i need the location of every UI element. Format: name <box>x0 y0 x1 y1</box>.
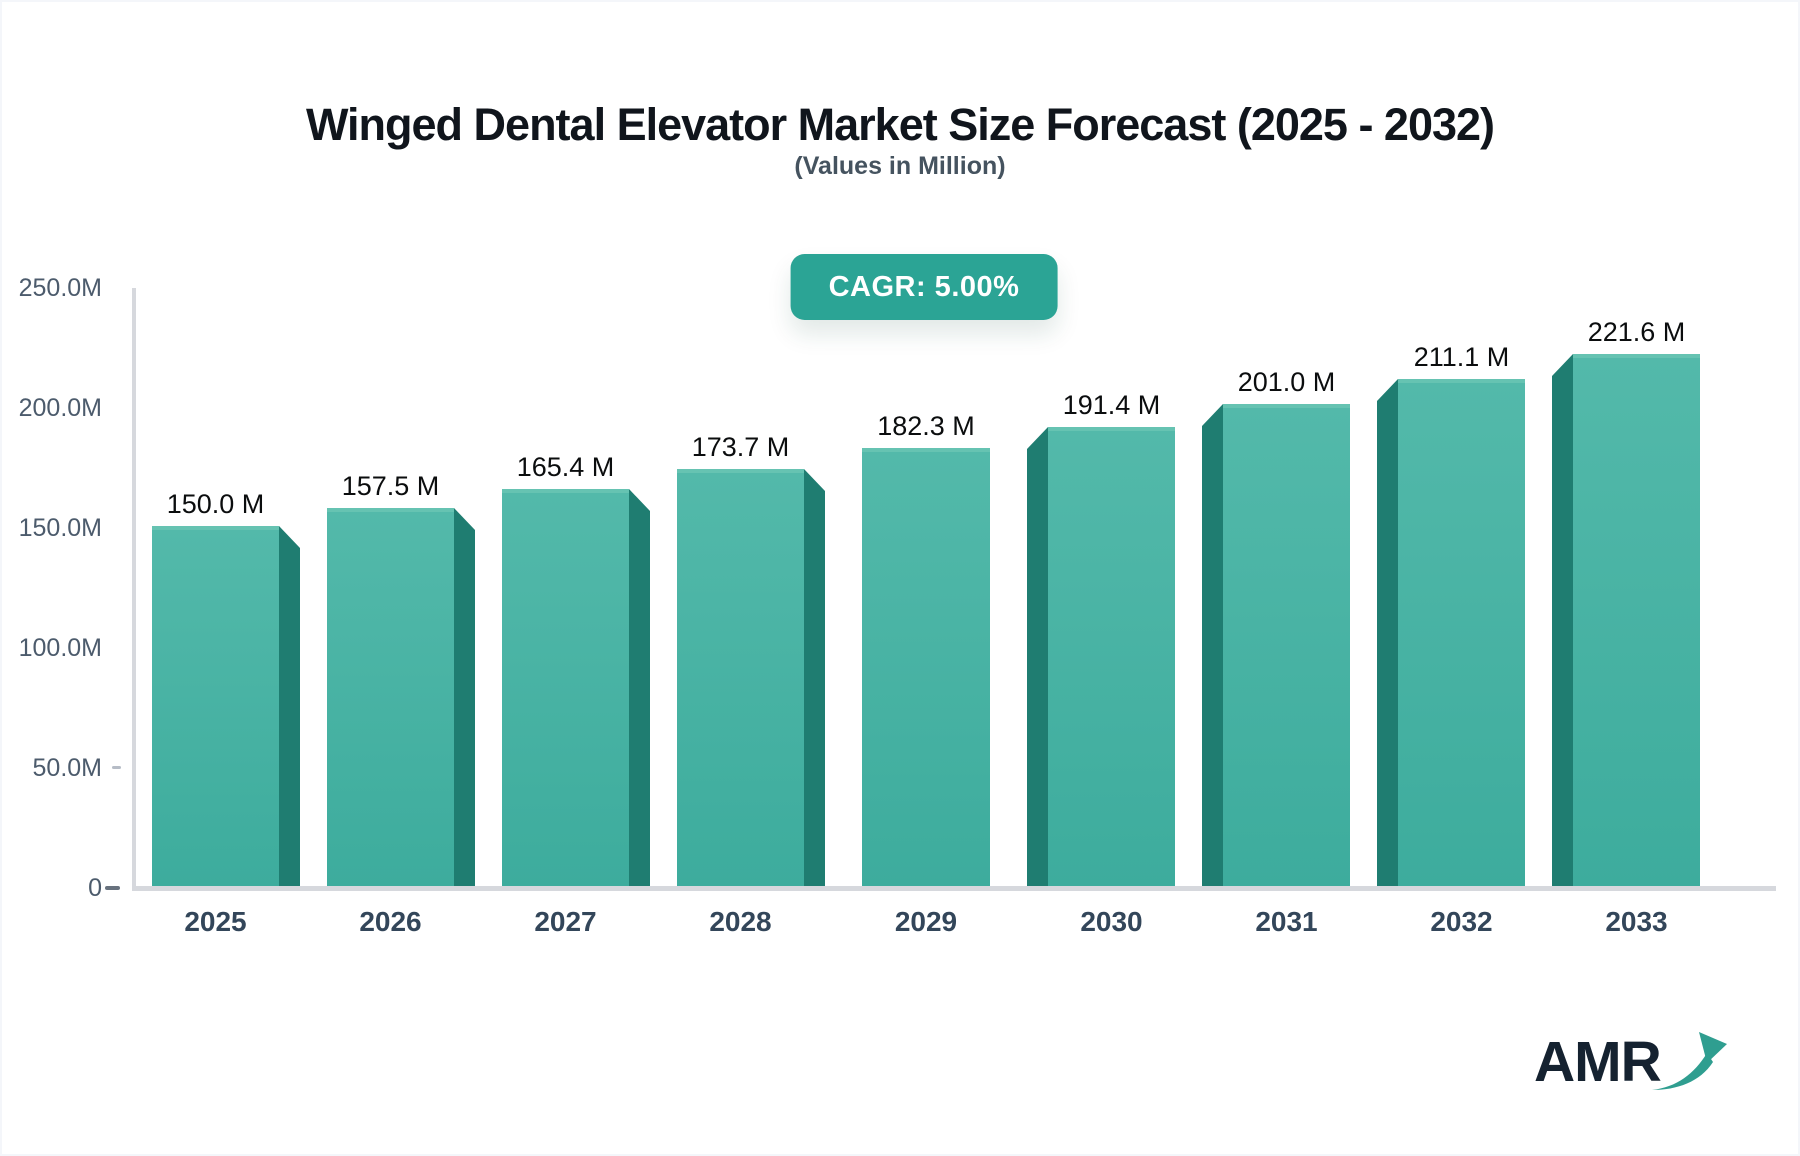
y-axis-label: 50.0M <box>32 754 102 782</box>
y-axis-tick <box>105 886 120 890</box>
x-axis-label: 2026 <box>359 906 422 937</box>
bar-side-face <box>629 489 650 886</box>
bar-side-face <box>279 526 300 886</box>
x-axis-label: 2025 <box>184 906 247 937</box>
x-axis-label: 2030 <box>1080 906 1143 937</box>
bar-side-face <box>1202 404 1223 886</box>
bar-group-2032: 211.1 M <box>1377 342 1525 886</box>
bar-group-2025: 150.0 M <box>152 489 300 886</box>
bar-group-2033: 221.6 M <box>1552 317 1700 886</box>
bar-2027 <box>502 489 629 886</box>
chart-subtitle: (Values in Million) <box>794 152 1006 180</box>
bar-side-face <box>1552 354 1573 886</box>
y-axis-label: 0 <box>88 874 102 902</box>
x-axis-label: 2032 <box>1430 906 1493 937</box>
bar-value-label: 221.6 M <box>1587 317 1686 347</box>
bar-2033 <box>1573 354 1700 886</box>
x-axis-label: 2029 <box>894 906 958 937</box>
bar-value-label: 173.7 M <box>691 432 790 462</box>
bar-value-label: 201.0 M <box>1237 367 1336 397</box>
bar-2028 <box>677 469 804 886</box>
amr-logo: AMR <box>1534 1030 1727 1096</box>
y-axis-line <box>132 288 136 889</box>
x-axis-line <box>132 886 1776 891</box>
bar-side-face <box>454 508 475 886</box>
x-axis-label: 2028 <box>709 906 772 937</box>
bar-side-face <box>1377 379 1398 886</box>
bar-value-label: 150.0 M <box>166 489 265 519</box>
y-axis-label: 250.0M <box>18 274 102 302</box>
bar-group-2028: 173.7 M <box>677 432 825 886</box>
x-axis-label: 2033 <box>1605 906 1668 937</box>
bar-group-2027: 165.4 M <box>502 452 650 886</box>
y-axis-label: 100.0M <box>18 634 102 662</box>
cagr-badge-label: CAGR: 5.00% <box>828 271 1020 303</box>
chart-title: Winged Dental Elevator Market Size Forec… <box>305 99 1495 150</box>
y-axis-tick <box>112 766 121 769</box>
bar-value-label: 157.5 M <box>341 471 440 501</box>
bar-2030 <box>1048 427 1175 886</box>
bar-group-2026: 157.5 M <box>327 471 475 886</box>
bar-value-label: 165.4 M <box>516 452 615 482</box>
x-axis-label: 2027 <box>534 906 597 937</box>
bar-group-2031: 201.0 M <box>1202 367 1350 886</box>
bar-value-label: 191.4 M <box>1062 390 1161 420</box>
bar-side-face <box>804 469 825 886</box>
amr-logo-text: AMR <box>1534 1030 1662 1094</box>
bar-2025 <box>152 526 279 886</box>
y-axis-label: 150.0M <box>18 514 102 542</box>
x-axis-label: 2031 <box>1255 906 1318 937</box>
cagr-badge: CAGR: 5.00% <box>790 254 1058 320</box>
bar-value-label: 211.1 M <box>1413 342 1510 372</box>
bar-2029 <box>862 448 990 886</box>
trending-up-arrow-icon <box>1651 1032 1727 1090</box>
bar-side-face <box>1027 427 1048 886</box>
y-axis-label: 200.0M <box>18 394 102 422</box>
bar-group-2030: 191.4 M <box>1027 390 1175 886</box>
bar-2026 <box>327 508 454 886</box>
bar-group-2029: 182.3 M <box>852 411 1000 886</box>
bar-2031 <box>1223 404 1350 886</box>
bar-2032 <box>1398 379 1525 886</box>
bar-value-label: 182.3 M <box>877 411 975 441</box>
